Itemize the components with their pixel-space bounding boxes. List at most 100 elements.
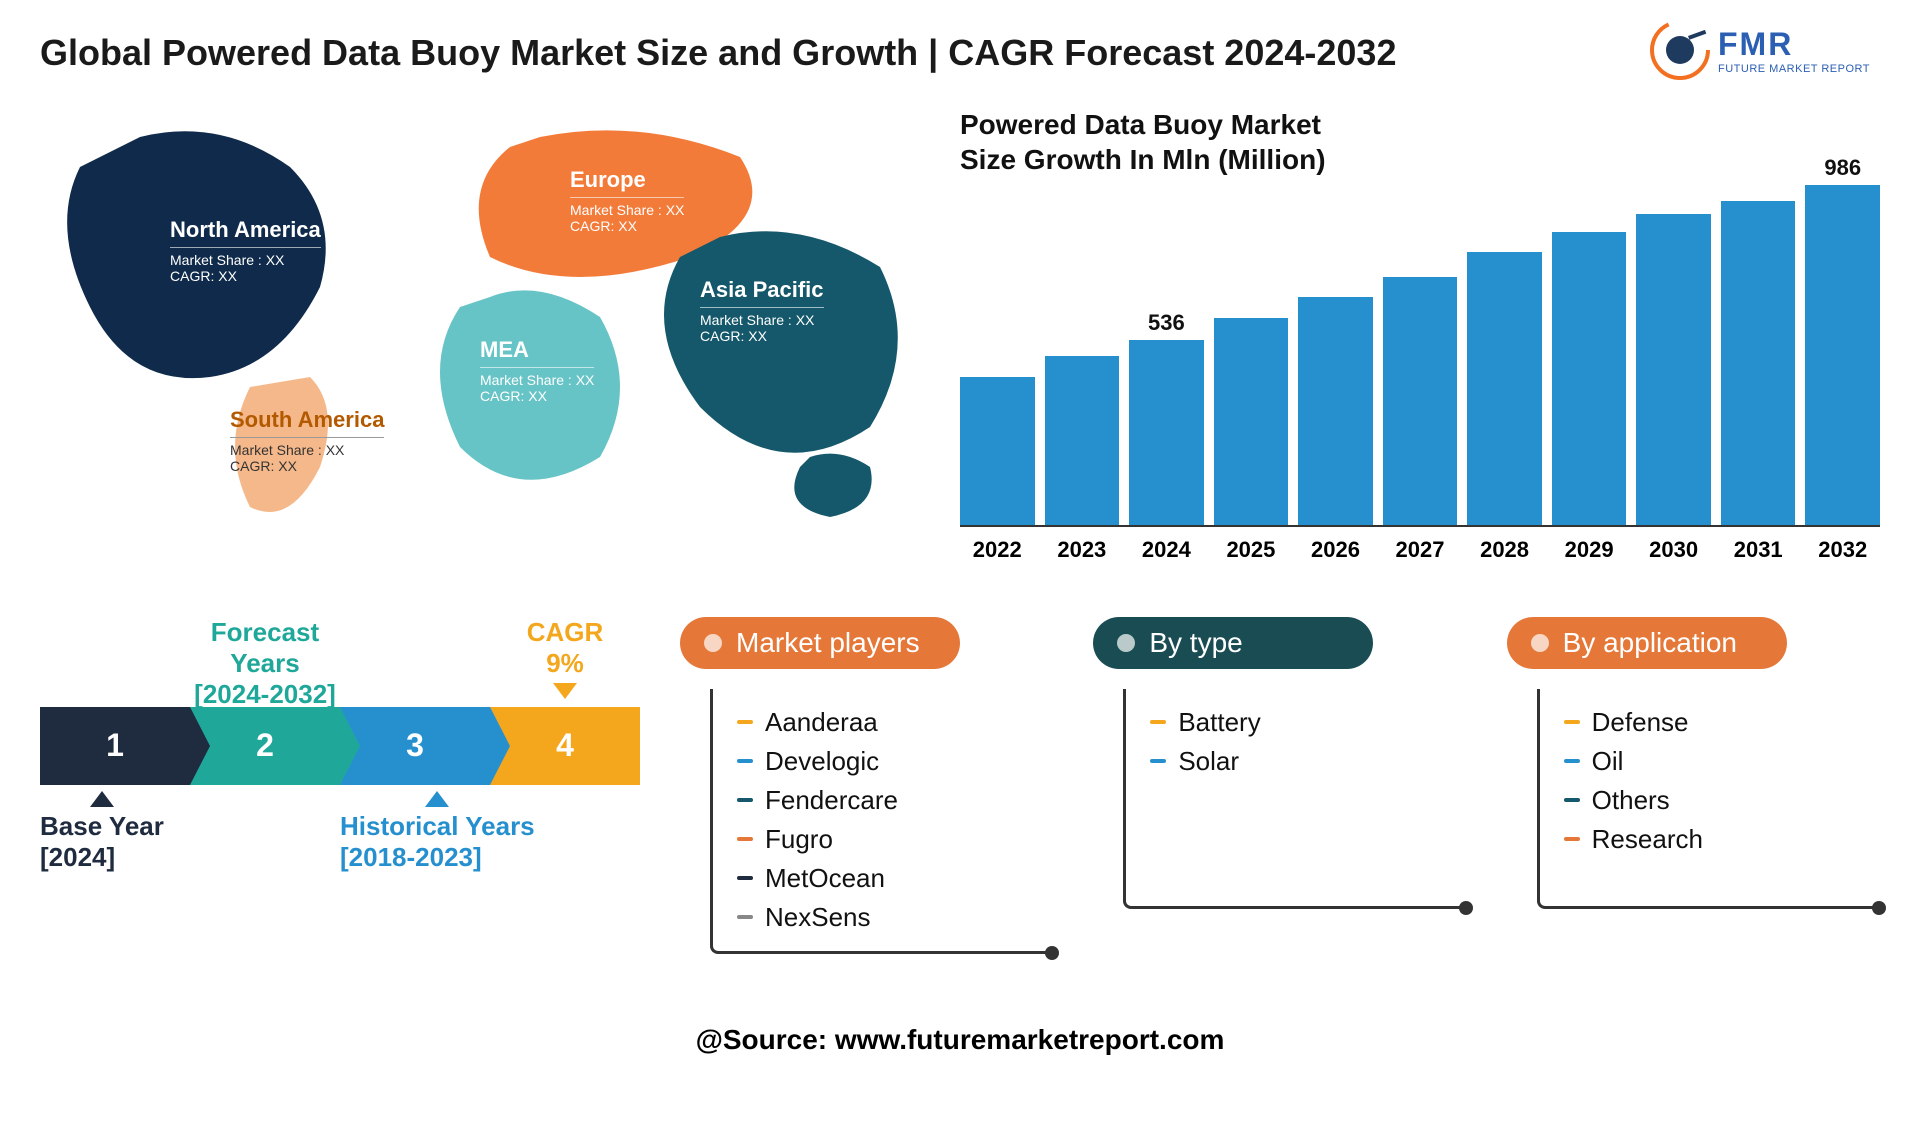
tick-icon [1150,720,1166,724]
bar-year-label: 2026 [1298,537,1373,563]
bar [1298,297,1373,525]
bar-column [1383,247,1458,525]
list-item: Research [1564,820,1860,859]
list-item: MetOcean [737,859,1033,898]
bar-value-label: 986 [1824,155,1861,181]
list-item: Fendercare [737,781,1033,820]
bar-year-label: 2029 [1552,537,1627,563]
list-item-label: Others [1592,785,1670,816]
region-asia-pacific: Asia Pacific Market Share : XXCAGR: XX [700,277,824,344]
bar [1045,356,1120,525]
list-item-label: Oil [1592,746,1624,777]
timeline-segment: 2 [190,707,340,785]
bar-column [1467,222,1542,524]
pill-head-by-application: By application [1507,617,1787,669]
timeline-segment: 4 [490,707,640,785]
bar-chart: Powered Data Buoy Market Size Growth In … [960,107,1880,527]
tick-icon [1564,720,1580,724]
bar [1214,318,1289,525]
bar-column [1214,288,1289,525]
bullet-icon [1117,634,1135,652]
timeline: Forecast Years[2024-2032]CAGR9% 1234 Bas… [40,617,640,954]
bullet-icon [704,634,722,652]
tick-icon [1564,837,1580,841]
list-item-label: MetOcean [765,863,885,894]
source-attribution: @Source: www.futuremarketreport.com [40,1024,1880,1056]
list-item: Aanderaa [737,703,1033,742]
bar [1467,252,1542,524]
bar [960,377,1035,525]
tick-icon [737,915,753,919]
tick-icon [737,876,753,880]
list-item-label: Fugro [765,824,833,855]
by-application-column: By application Defense Oil Others Research [1507,617,1880,954]
tick-icon [737,759,753,763]
bar [1552,232,1627,525]
tick-icon [1564,798,1580,802]
page-title: Global Powered Data Buoy Market Size and… [40,30,1440,77]
bar [1129,340,1204,525]
bar-column [1298,267,1373,525]
list-item-label: Fendercare [765,785,898,816]
bar-column: 536 [1129,310,1204,525]
list-item: NexSens [737,898,1033,937]
bar [1721,201,1796,525]
list-item-label: Aanderaa [765,707,878,738]
timeline-bottom-label: Base Year[2024] [40,791,164,873]
world-map: North America Market Share : XXCAGR: XX … [40,107,920,527]
bar-year-label: 2032 [1805,537,1880,563]
timeline-top-label: CAGR9% [490,617,640,699]
bar-column: 986 [1805,155,1880,525]
market-players-column: Market players Aanderaa Develogic Fenderca… [680,617,1053,954]
list-item-label: Defense [1592,707,1689,738]
bar-year-label: 2031 [1721,537,1796,563]
list-item-label: Research [1592,824,1703,855]
list-item: Defense [1564,703,1860,742]
tick-icon [737,798,753,802]
pill-head-by-type: By type [1093,617,1373,669]
bar [1805,185,1880,525]
bar-year-label: 2022 [960,537,1035,563]
bar-year-label: 2028 [1467,537,1542,563]
list-item-label: Solar [1178,746,1239,777]
logo-text-sub: FUTURE MARKET REPORT [1718,63,1870,75]
tick-icon [1150,759,1166,763]
bar [1383,277,1458,525]
tick-icon [737,837,753,841]
bar-column [1721,171,1796,525]
bar-year-label: 2027 [1383,537,1458,563]
tick-icon [1564,759,1580,763]
bar-year-label: 2025 [1214,537,1289,563]
region-mea: MEA Market Share : XXCAGR: XX [480,337,594,404]
timeline-bottom-label: Historical Years[2018-2023] [340,791,535,873]
pill-head-market-players: Market players [680,617,960,669]
list-item: Fugro [737,820,1033,859]
bar-year-label: 2024 [1129,537,1204,563]
logo-text-main: FMR [1718,26,1870,63]
region-europe: Europe Market Share : XXCAGR: XX [570,167,684,234]
bar-year-label: 2023 [1045,537,1120,563]
bar-column [1045,326,1120,525]
list-item-label: Develogic [765,746,879,777]
list-item-label: Battery [1178,707,1260,738]
bar-column [960,347,1035,525]
by-type-column: By type Battery Solar [1093,617,1466,954]
region-south-america: South America Market Share : XXCAGR: XX [230,407,384,474]
list-item: Solar [1150,742,1446,781]
list-item: Develogic [737,742,1033,781]
timeline-segment: 3 [340,707,490,785]
logo-icon [1650,20,1710,80]
list-item: Oil [1564,742,1860,781]
list-item: Others [1564,781,1860,820]
bar-column [1636,184,1711,524]
timeline-segment: 1 [40,707,190,785]
bar [1636,214,1711,524]
fmr-logo: FMR FUTURE MARKET REPORT [1650,20,1870,80]
tick-icon [737,720,753,724]
bar-value-label: 536 [1148,310,1185,336]
list-item-label: NexSens [765,902,871,933]
region-north-america: North America Market Share : XXCAGR: XX [170,217,321,284]
bar-column [1552,202,1627,525]
bar-year-label: 2030 [1636,537,1711,563]
bullet-icon [1531,634,1549,652]
